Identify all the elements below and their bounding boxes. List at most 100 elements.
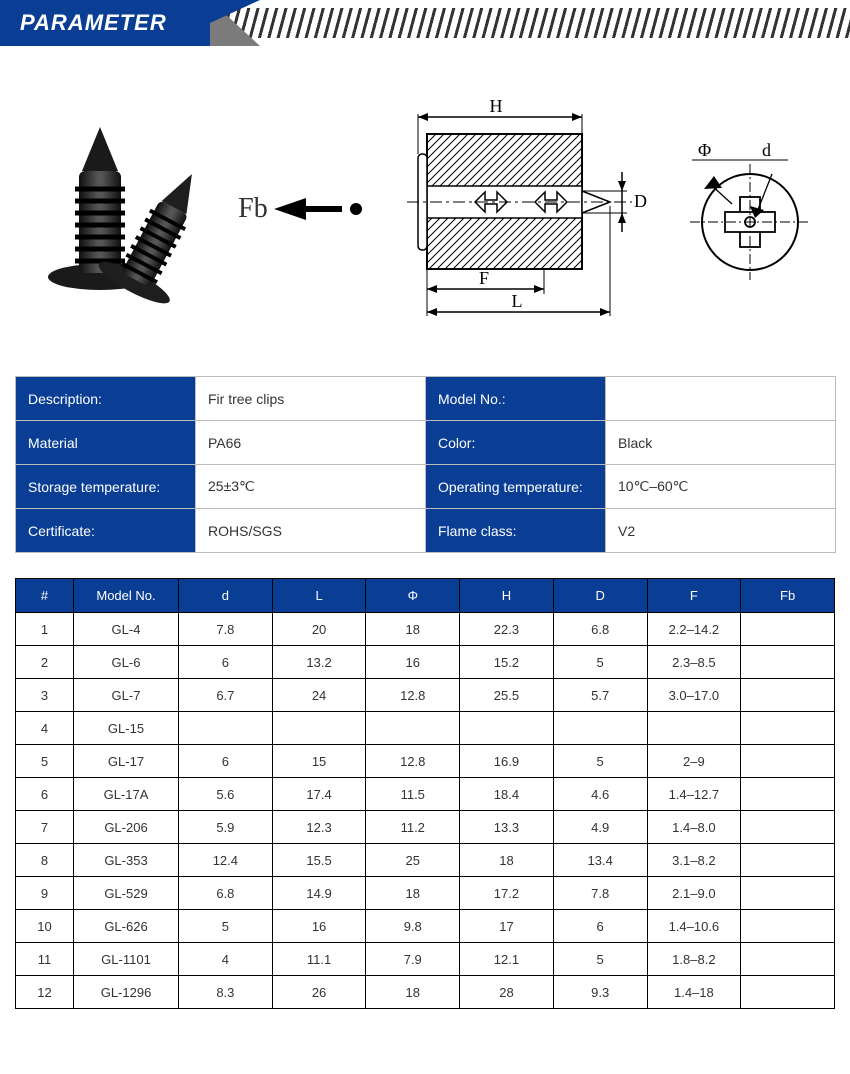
dim-label-L: L: [511, 291, 522, 311]
specs-cell: [741, 844, 835, 877]
property-value: ROHS/SGS: [196, 509, 426, 553]
specs-cell: 11: [16, 943, 74, 976]
specs-cell: 6.8: [179, 877, 273, 910]
force-arrow-group: Fb: [238, 193, 364, 225]
specs-cell: GL-7: [74, 679, 179, 712]
specs-cell: 5: [553, 943, 647, 976]
specs-cell: 17: [460, 910, 554, 943]
property-value: 10℃–60℃: [606, 465, 836, 509]
specs-row: 9GL-5296.814.91817.27.82.1–9.0: [16, 877, 835, 910]
property-value: 25±3℃: [196, 465, 426, 509]
specs-cell: 12.4: [179, 844, 273, 877]
specs-cell: 1.4–8.0: [647, 811, 741, 844]
specs-cell: 11.2: [366, 811, 460, 844]
specs-cell: GL-1296: [74, 976, 179, 1009]
specs-cell: 11.1: [272, 943, 366, 976]
specs-column-header: d: [179, 579, 273, 613]
specs-cell: 5: [553, 646, 647, 679]
force-arrow-icon: [274, 194, 364, 224]
specs-cell: 1.4–10.6: [647, 910, 741, 943]
specs-cell: 3: [16, 679, 74, 712]
specs-cell: 7.8: [179, 613, 273, 646]
specs-cell: 1.8–8.2: [647, 943, 741, 976]
specs-cell: 7.9: [366, 943, 460, 976]
specs-cell: 4: [179, 943, 273, 976]
specs-cell: 12.3: [272, 811, 366, 844]
specs-row: 10GL-6265169.81761.4–10.6: [16, 910, 835, 943]
specs-cell: 6.8: [553, 613, 647, 646]
specs-cell: 2–9: [647, 745, 741, 778]
specs-cell: 2.1–9.0: [647, 877, 741, 910]
specs-cell: 4: [16, 712, 74, 745]
specs-cell: 13.3: [460, 811, 554, 844]
specs-row: 5GL-1761512.816.952–9: [16, 745, 835, 778]
specs-cell: [741, 976, 835, 1009]
property-label: Operating temperature:: [426, 465, 606, 509]
specs-cell: 1: [16, 613, 74, 646]
specs-cell: 16.9: [460, 745, 554, 778]
specs-cell: 16: [366, 646, 460, 679]
specs-cell: [741, 679, 835, 712]
specs-cell: [741, 910, 835, 943]
specs-cell: 15.5: [272, 844, 366, 877]
specs-cell: [272, 712, 366, 745]
specs-cell: 6.7: [179, 679, 273, 712]
dim-label-D: D: [634, 191, 647, 211]
properties-row: MaterialPA66Color:Black: [16, 421, 836, 465]
banner-title: PARAMETER: [0, 0, 850, 46]
specs-cell: 18: [366, 976, 460, 1009]
dim-label-H: H: [489, 96, 502, 116]
specs-cell: 17.2: [460, 877, 554, 910]
dim-label-Phi: Φ: [698, 140, 711, 160]
property-value: Black: [606, 421, 836, 465]
specs-cell: 9.3: [553, 976, 647, 1009]
specs-cell: 10: [16, 910, 74, 943]
specs-cell: 12.1: [460, 943, 554, 976]
specs-cell: 3.0–17.0: [647, 679, 741, 712]
specs-cell: 5: [553, 745, 647, 778]
specs-cell: 18: [366, 877, 460, 910]
specs-cell: 5.6: [179, 778, 273, 811]
specs-row: 11GL-1101411.17.912.151.8–8.2: [16, 943, 835, 976]
specs-cell: GL-15: [74, 712, 179, 745]
properties-row: Certificate:ROHS/SGSFlame class:V2: [16, 509, 836, 553]
property-label: Certificate:: [16, 509, 196, 553]
specs-cell: [741, 646, 835, 679]
specs-cell: [553, 712, 647, 745]
specs-cell: 7.8: [553, 877, 647, 910]
specs-cell: 18.4: [460, 778, 554, 811]
specs-cell: [741, 778, 835, 811]
specs-cell: 6: [179, 646, 273, 679]
dim-label-d: d: [762, 140, 771, 160]
specs-cell: 12: [16, 976, 74, 1009]
specs-cell: 15.2: [460, 646, 554, 679]
specs-row: 12GL-12968.32618289.31.4–18: [16, 976, 835, 1009]
specs-column-header: H: [460, 579, 554, 613]
specs-cell: 1.4–18: [647, 976, 741, 1009]
specs-cell: GL-17A: [74, 778, 179, 811]
specs-cell: [741, 877, 835, 910]
specs-header-row: #Model No.dLΦHDFFb: [16, 579, 835, 613]
specs-cell: [179, 712, 273, 745]
specs-cell: 6: [16, 778, 74, 811]
property-value: [606, 377, 836, 421]
specs-cell: 4.9: [553, 811, 647, 844]
specs-column-header: Model No.: [74, 579, 179, 613]
specs-cell: GL-353: [74, 844, 179, 877]
specs-cell: 11.5: [366, 778, 460, 811]
specs-row: 2GL-6613.21615.252.3–8.5: [16, 646, 835, 679]
property-value: PA66: [196, 421, 426, 465]
specs-cell: 1.4–12.7: [647, 778, 741, 811]
property-value: V2: [606, 509, 836, 553]
specs-cell: 22.3: [460, 613, 554, 646]
specs-column-header: Φ: [366, 579, 460, 613]
specs-cell: 5.7: [553, 679, 647, 712]
diagram-row: Fb H: [0, 46, 850, 376]
specs-cell: GL-17: [74, 745, 179, 778]
side-diagram: H D F L: [372, 94, 672, 324]
specs-cell: 13.2: [272, 646, 366, 679]
specs-cell: 25.5: [460, 679, 554, 712]
specs-cell: 20: [272, 613, 366, 646]
specs-cell: 3.1–8.2: [647, 844, 741, 877]
property-value: Fir tree clips: [196, 377, 426, 421]
